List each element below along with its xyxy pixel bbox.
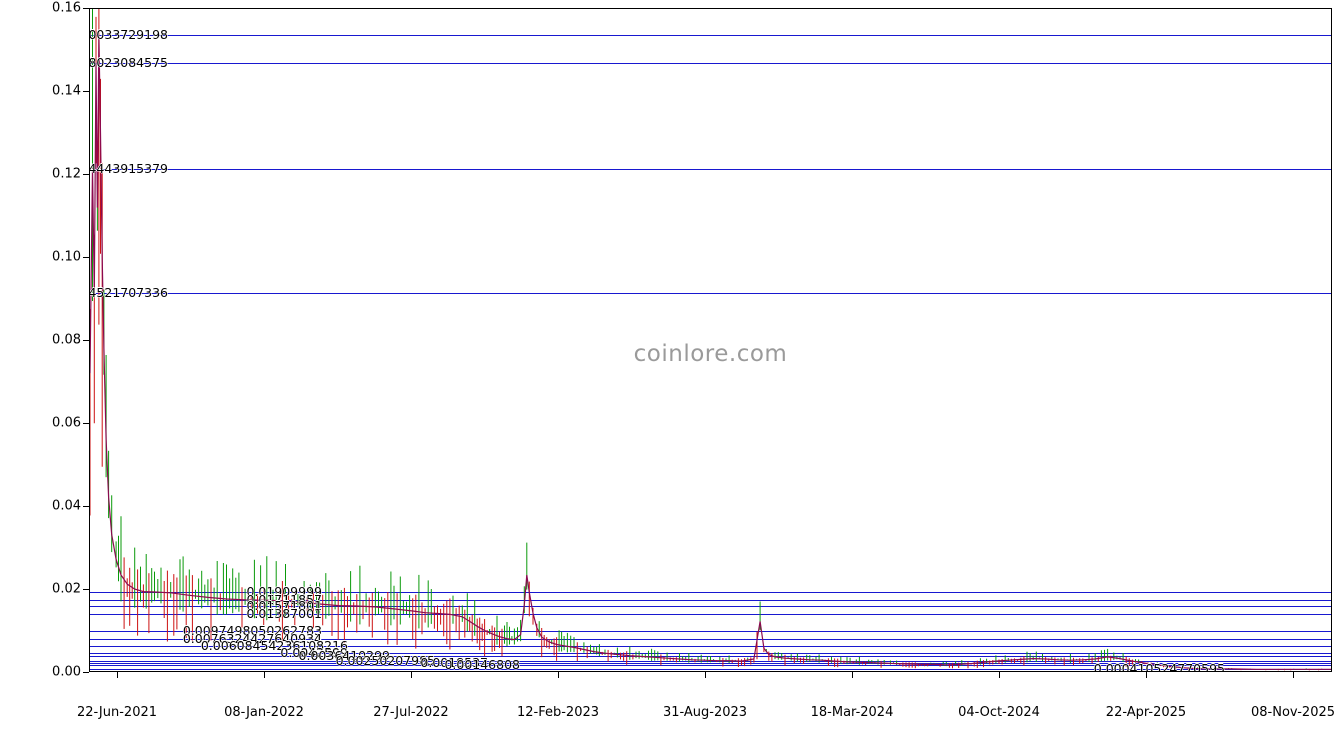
x-tick-label: 18-Mar-2024 bbox=[810, 705, 894, 720]
level-value-label: 0.01387001 bbox=[246, 605, 322, 621]
y-tick-label: 0.06 bbox=[52, 415, 81, 431]
y-tick-mark bbox=[83, 8, 89, 9]
y-tick-mark bbox=[83, 423, 89, 424]
level-line bbox=[90, 664, 1331, 666]
candles-group bbox=[90, 9, 1329, 671]
y-tick-label: 0.00 bbox=[52, 664, 81, 680]
level-value-label: 0.00608454236108216 bbox=[200, 637, 348, 653]
y-tick-mark bbox=[83, 257, 89, 258]
level-line bbox=[90, 639, 1331, 641]
level-line bbox=[90, 613, 1331, 615]
level-line bbox=[90, 600, 1331, 602]
y-tick-label: 0.02 bbox=[52, 581, 81, 597]
level-value-label: 0.14708023084575 bbox=[89, 54, 168, 70]
x-tick-mark bbox=[999, 672, 1000, 678]
x-tick-label: 08-Nov-2025 bbox=[1250, 705, 1336, 720]
level-line bbox=[90, 35, 1331, 37]
trend-line bbox=[90, 35, 1331, 670]
x-tick-label: 22-Jun-2021 bbox=[76, 705, 158, 720]
watermark: coinlore.com bbox=[633, 341, 788, 367]
x-tick-label: 08-Jan-2022 bbox=[224, 705, 304, 720]
y-tick-mark bbox=[83, 174, 89, 175]
level-value-label: 0.0097498050262783 bbox=[182, 622, 322, 638]
level-value-label: 0.000410524770595 bbox=[1093, 661, 1225, 672]
level-value-label: 0.0076324427640934 bbox=[182, 631, 322, 647]
level-line bbox=[90, 663, 1331, 665]
y-tick-label: 0.16 bbox=[52, 0, 81, 16]
y-tick-mark bbox=[83, 340, 89, 341]
level-value-label: 0.0042599 bbox=[280, 645, 348, 661]
level-value-label: 0.0018537 bbox=[420, 655, 488, 671]
y-tick-mark bbox=[83, 589, 89, 590]
y-tick-label: 0.14 bbox=[52, 83, 81, 99]
level-value-label: 0.00250207985 bbox=[335, 652, 435, 668]
y-tick-label: 0.04 bbox=[52, 498, 81, 514]
level-line bbox=[90, 168, 1331, 170]
level-line bbox=[90, 293, 1331, 295]
level-value-label: 0.15370033729198 bbox=[89, 26, 168, 42]
level-line bbox=[90, 645, 1331, 647]
price-series-svg bbox=[90, 9, 1331, 671]
x-tick-mark bbox=[1293, 672, 1294, 678]
x-tick-mark bbox=[117, 672, 118, 678]
x-tick-label: 31-Aug-2023 bbox=[662, 705, 748, 720]
x-tick-mark bbox=[411, 672, 412, 678]
x-tick-label: 22-Apr-2025 bbox=[1105, 705, 1187, 720]
level-line bbox=[90, 630, 1331, 632]
plot-area: coinlore.com 0.15370033729198 0.147080230… bbox=[89, 8, 1332, 672]
level-value-label: 0.01711857 bbox=[246, 591, 322, 607]
y-tick-label: 0.08 bbox=[52, 332, 81, 348]
y-tick-label: 0.12 bbox=[52, 166, 81, 182]
y-tick-mark bbox=[83, 91, 89, 92]
level-value-label: 0.00146808 bbox=[444, 656, 520, 672]
level-line bbox=[90, 592, 1331, 593]
level-line bbox=[90, 653, 1331, 655]
level-line bbox=[90, 606, 1331, 607]
x-tick-label: 12-Feb-2023 bbox=[516, 705, 600, 720]
y-tick-label: 0.10 bbox=[52, 249, 81, 265]
x-tick-mark bbox=[264, 672, 265, 678]
y-tick-mark bbox=[83, 672, 89, 673]
y-tick-mark bbox=[83, 506, 89, 507]
level-value-label: 0.091284521707336 bbox=[89, 285, 168, 301]
x-tick-mark bbox=[705, 672, 706, 678]
x-tick-mark bbox=[1146, 672, 1147, 678]
x-tick-mark bbox=[852, 672, 853, 678]
level-line bbox=[90, 62, 1331, 64]
x-tick-mark bbox=[558, 672, 559, 678]
level-value-label: 0.01571801 bbox=[246, 597, 322, 613]
level-value-label: 0.01909999 bbox=[246, 583, 322, 599]
level-line bbox=[90, 669, 1331, 671]
x-tick-label: 04-Oct-2024 bbox=[958, 705, 1040, 720]
level-value-label: 0.12144443915379 bbox=[89, 160, 168, 176]
level-value-label: 0.0036410299 bbox=[298, 647, 390, 663]
x-tick-label: 27-Jul-2022 bbox=[373, 705, 449, 720]
